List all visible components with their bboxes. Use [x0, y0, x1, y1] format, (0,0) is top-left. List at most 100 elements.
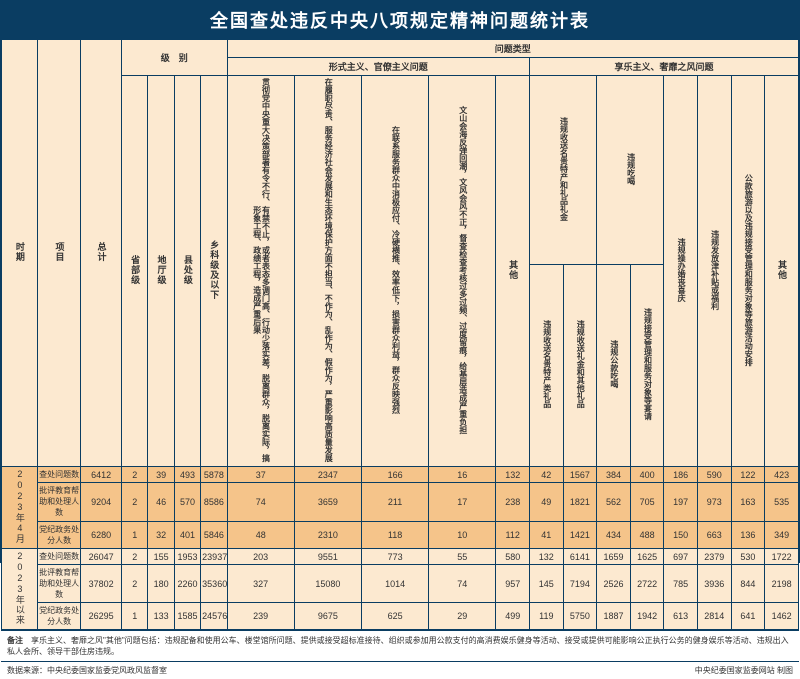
item-cell: 批评教育帮助和处理人数	[38, 565, 81, 603]
value-cell: 5878	[201, 467, 227, 483]
value-cell: 119	[530, 603, 564, 630]
value-cell: 112	[496, 521, 530, 548]
col-hedonism: 享乐主义、奢靡之风问题	[530, 58, 799, 76]
value-cell: 1421	[563, 521, 597, 548]
value-cell: 562	[597, 483, 631, 521]
value-cell: 26047	[81, 549, 122, 565]
value-cell: 488	[630, 521, 664, 548]
value-cell: 29	[429, 603, 496, 630]
value-cell: 785	[664, 565, 698, 603]
value-cell: 55	[429, 549, 496, 565]
value-cell: 1953	[174, 549, 200, 565]
value-cell: 2260	[174, 565, 200, 603]
value-cell: 5750	[563, 603, 597, 630]
value-cell: 384	[597, 467, 631, 483]
table-row: 批评教育帮助和处理人数37802218022603536032715080101…	[2, 565, 799, 603]
value-cell: 122	[731, 467, 765, 483]
value-cell: 1887	[597, 603, 631, 630]
value-cell: 46	[148, 483, 174, 521]
value-cell: 39	[148, 467, 174, 483]
value-cell: 434	[597, 521, 631, 548]
value-cell: 74	[429, 565, 496, 603]
value-cell: 118	[362, 521, 429, 548]
footer-note: 备注 享乐主义、奢靡之风"其他"问题包括：违规配备和使用公车、楼堂馆所问题、提供…	[1, 630, 799, 661]
value-cell: 211	[362, 483, 429, 521]
col-formalism: 形式主义、官僚主义问题	[227, 58, 529, 76]
value-cell: 957	[496, 565, 530, 603]
page-title: 全国查处违反中央八项规定精神问题统计表	[1, 1, 799, 39]
table-row: 批评教育帮助和处理人数92042465708586743659211172384…	[2, 483, 799, 521]
source-left: 数据来源：中央纪委国家监委党风政风监督室	[7, 665, 167, 676]
value-cell: 6412	[81, 467, 122, 483]
item-cell: 党纪政务处分人数	[38, 521, 81, 548]
value-cell: 493	[174, 467, 200, 483]
value-cell: 17	[429, 483, 496, 521]
value-cell: 1014	[362, 565, 429, 603]
value-cell: 166	[362, 467, 429, 483]
value-cell: 9675	[294, 603, 361, 630]
value-cell: 2347	[294, 467, 361, 483]
item-cell: 党纪政务处分人数	[38, 603, 81, 630]
col-item: 项目	[38, 40, 81, 467]
value-cell: 663	[697, 521, 731, 548]
source-right: 中央纪委国家监委网站 制图	[695, 665, 793, 676]
value-cell: 2	[122, 549, 148, 565]
table-row: 党纪政务处分人数26295113315852457623996756252949…	[2, 603, 799, 630]
value-cell: 132	[496, 467, 530, 483]
value-cell: 2379	[697, 549, 731, 565]
value-cell: 499	[496, 603, 530, 630]
item-cell: 查处问题数	[38, 549, 81, 565]
value-cell: 1625	[630, 549, 664, 565]
value-cell: 163	[731, 483, 765, 521]
table-row: 党纪政务处分人数62801324015846482310118101124114…	[2, 521, 799, 548]
value-cell: 1	[122, 603, 148, 630]
value-cell: 9551	[294, 549, 361, 565]
value-cell: 74	[227, 483, 294, 521]
value-cell: 1942	[630, 603, 664, 630]
value-cell: 150	[664, 521, 698, 548]
value-cell: 238	[496, 483, 530, 521]
value-cell: 133	[148, 603, 174, 630]
value-cell: 1585	[174, 603, 200, 630]
value-cell: 42	[530, 467, 564, 483]
table-row: 2023年4月查处问题数6412239493587837234716616132…	[2, 467, 799, 483]
value-cell: 697	[664, 549, 698, 565]
value-cell: 48	[227, 521, 294, 548]
value-cell: 23937	[201, 549, 227, 565]
item-cell: 批评教育帮助和处理人数	[38, 483, 81, 521]
value-cell: 625	[362, 603, 429, 630]
value-cell: 136	[731, 521, 765, 548]
value-cell: 155	[148, 549, 174, 565]
table-body: 2023年4月查处问题数6412239493587837234716616132…	[2, 467, 799, 630]
value-cell: 1	[122, 521, 148, 548]
period-cell: 2023年4月	[2, 467, 38, 549]
value-cell: 2	[122, 565, 148, 603]
value-cell: 349	[765, 521, 799, 548]
value-cell: 2	[122, 467, 148, 483]
value-cell: 239	[227, 603, 294, 630]
value-cell: 2722	[630, 565, 664, 603]
value-cell: 180	[148, 565, 174, 603]
value-cell: 7194	[563, 565, 597, 603]
value-cell: 24576	[201, 603, 227, 630]
value-cell: 35360	[201, 565, 227, 603]
value-cell: 844	[731, 565, 765, 603]
value-cell: 15080	[294, 565, 361, 603]
value-cell: 2	[122, 483, 148, 521]
value-cell: 535	[765, 483, 799, 521]
value-cell: 2310	[294, 521, 361, 548]
value-cell: 8586	[201, 483, 227, 521]
value-cell: 37802	[81, 565, 122, 603]
table-header: 时期 项目 总计 级 别 问题类型 形式主义、官僚主义问题 享乐主义、奢靡之风问…	[2, 40, 799, 467]
value-cell: 613	[664, 603, 698, 630]
value-cell: 705	[630, 483, 664, 521]
value-cell: 1659	[597, 549, 631, 565]
value-cell: 6141	[563, 549, 597, 565]
col-period: 时期	[2, 40, 38, 467]
value-cell: 423	[765, 467, 799, 483]
value-cell: 26295	[81, 603, 122, 630]
value-cell: 1462	[765, 603, 799, 630]
source-line: 数据来源：中央纪委国家监委党风政风监督室 中央纪委国家监委网站 制图	[1, 661, 799, 679]
value-cell: 1821	[563, 483, 597, 521]
value-cell: 530	[731, 549, 765, 565]
